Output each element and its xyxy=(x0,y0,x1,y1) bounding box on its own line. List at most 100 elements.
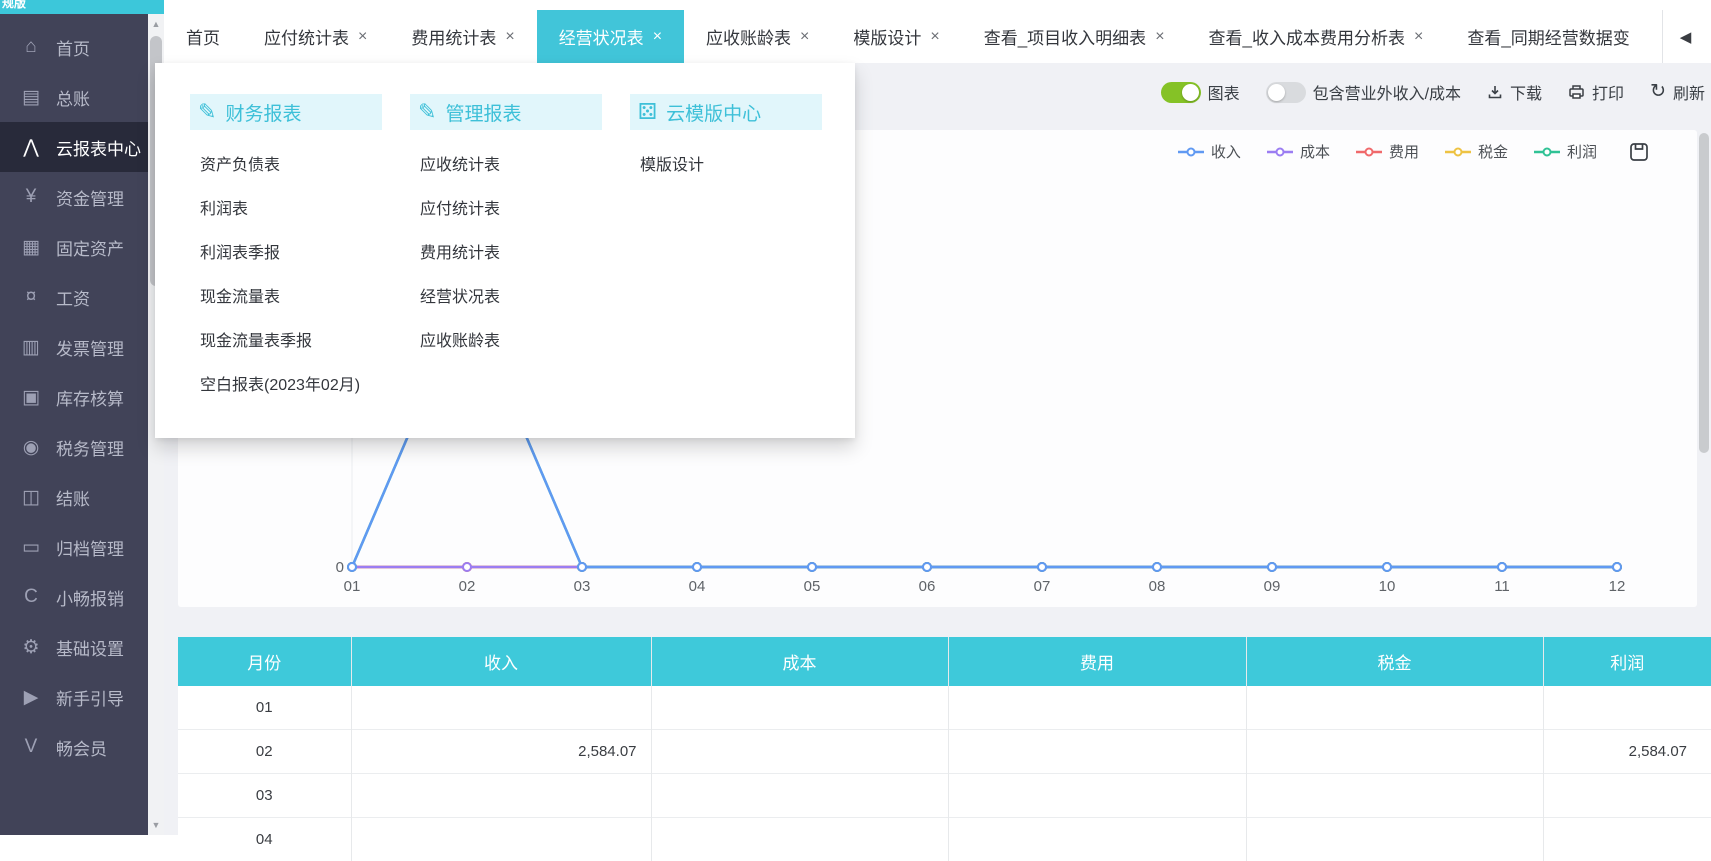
tab-close-icon[interactable]: × xyxy=(1414,28,1423,46)
menu-item[interactable]: 空白报表(2023年02月) xyxy=(190,364,415,408)
svg-text:0: 0 xyxy=(336,559,344,576)
menu-section-title: 财务报表 xyxy=(225,99,301,126)
tab[interactable]: 应付统计表 × xyxy=(242,10,389,63)
tab[interactable]: 查看_同期经营数据变 xyxy=(1445,10,1651,63)
nonoperating-toggle[interactable]: 包含营业外收入/成本 xyxy=(1266,80,1461,104)
table-row[interactable]: 04 xyxy=(178,818,1711,861)
tab[interactable]: 费用统计表 × xyxy=(389,10,536,63)
menu-item[interactable]: 应收统计表 xyxy=(410,144,635,188)
sidebar-item[interactable]: ▭ 归档管理 xyxy=(0,522,148,572)
table-row[interactable]: 01 xyxy=(178,686,1711,730)
chart-legend: 收入 成本 费用 税金 利润 xyxy=(1178,141,1649,162)
value-cell xyxy=(1246,818,1543,861)
menu-section-header[interactable]: ✎ 财务报表 xyxy=(190,94,382,130)
legend-label: 税金 xyxy=(1478,141,1508,162)
sidebar-item-icon: ◉ xyxy=(20,436,42,459)
menu-item[interactable]: 应付统计表 xyxy=(410,188,635,232)
sidebar-item[interactable]: ⌂ 首页 xyxy=(0,22,148,72)
sidebar-item[interactable]: ⋀ 云报表中心 xyxy=(0,122,148,172)
tab[interactable]: 查看_项目收入明细表 × xyxy=(962,10,1187,63)
sidebar-item[interactable]: ▣ 库存核算 xyxy=(0,372,148,422)
main-scrollbar-thumb[interactable] xyxy=(1699,133,1709,453)
save-icon[interactable] xyxy=(1629,142,1649,162)
tab[interactable]: 经营状况表 × xyxy=(537,10,684,63)
refresh-icon: ↻ xyxy=(1650,85,1666,99)
sidebar-item-label: 归档管理 xyxy=(56,535,124,560)
legend-item[interactable]: 利润 xyxy=(1534,141,1597,162)
brand-bar: 规版 xyxy=(0,0,164,14)
menu-section-header[interactable]: ✎ 管理报表 xyxy=(410,94,602,130)
legend-item[interactable]: 税金 xyxy=(1445,141,1508,162)
menu-item[interactable]: 应收账龄表 xyxy=(410,320,635,364)
legend-item[interactable]: 收入 xyxy=(1178,141,1241,162)
tab-label: 应收账龄表 xyxy=(706,24,791,49)
table-header-cell: 费用 xyxy=(948,637,1246,686)
table-row[interactable]: 03 xyxy=(178,774,1711,818)
scroll-down-icon[interactable]: ▼ xyxy=(148,817,164,833)
refresh-label: 刷新 xyxy=(1673,80,1705,104)
sidebar-item-label: 新手引导 xyxy=(56,685,124,710)
value-cell xyxy=(651,730,948,774)
toggle-on-switch[interactable] xyxy=(1161,82,1201,103)
tab[interactable]: 首页 xyxy=(164,10,242,63)
table-header: 月份收入成本费用税金利润 xyxy=(178,637,1711,686)
refresh-button[interactable]: ↻ 刷新 xyxy=(1650,80,1705,104)
sidebar-item[interactable]: V 畅会员 xyxy=(0,722,148,772)
value-cell xyxy=(948,774,1246,818)
tab[interactable]: 应收账龄表 × xyxy=(684,10,831,63)
month-cell: 03 xyxy=(178,774,351,818)
menu-item[interactable]: 现金流量表季报 xyxy=(190,320,415,364)
sidebar-item[interactable]: ◉ 税务管理 xyxy=(0,422,148,472)
tab-close-icon[interactable]: × xyxy=(653,28,662,46)
table-header-cell: 收入 xyxy=(351,637,651,686)
tab-close-icon[interactable]: × xyxy=(800,28,809,46)
tab[interactable]: 查看_收入成本费用分析表 × xyxy=(1187,10,1446,63)
menu-item[interactable]: 经营状况表 xyxy=(410,276,635,320)
tab-close-icon[interactable]: × xyxy=(930,28,939,46)
pen-yuan-icon: ✎ xyxy=(418,99,436,125)
menu-item[interactable]: 现金流量表 xyxy=(190,276,415,320)
menu-section-header[interactable]: ⚄ 云模版中心 xyxy=(630,94,822,130)
legend-label: 利润 xyxy=(1567,141,1597,162)
print-button[interactable]: 打印 xyxy=(1568,80,1624,104)
sidebar-item[interactable]: ▥ 发票管理 xyxy=(0,322,148,372)
sidebar-item[interactable]: ⚙ 基础设置 xyxy=(0,622,148,672)
scroll-up-icon[interactable]: ▲ xyxy=(148,16,164,32)
table-header-cell: 税金 xyxy=(1246,637,1543,686)
tab-collapse-button[interactable]: ◀ xyxy=(1662,10,1708,63)
menu-item[interactable]: 资产负债表 xyxy=(190,144,415,188)
value-cell: 2,584.07 xyxy=(1543,730,1711,774)
sidebar-item-icon: V xyxy=(20,736,42,758)
tab[interactable]: 模版设计 × xyxy=(831,10,961,63)
menu-item[interactable]: 利润表 xyxy=(190,188,415,232)
sidebar-item[interactable]: C 小畅报销 xyxy=(0,572,148,622)
sidebar-item-label: 云报表中心 xyxy=(56,135,141,160)
menu-item[interactable]: 模版设计 xyxy=(630,144,855,188)
sidebar-item[interactable]: ◫ 结账 xyxy=(0,472,148,522)
tab-close-icon[interactable]: × xyxy=(1155,28,1164,46)
sidebar-item[interactable]: ▶ 新手引导 xyxy=(0,672,148,722)
legend-item[interactable]: 费用 xyxy=(1356,141,1419,162)
chart-toggle[interactable]: 图表 xyxy=(1161,80,1240,104)
tab-close-icon[interactable]: × xyxy=(358,28,367,46)
legend-item[interactable]: 成本 xyxy=(1267,141,1330,162)
legend-marker xyxy=(1356,147,1382,157)
tab-label: 费用统计表 xyxy=(411,24,496,49)
download-label: 下载 xyxy=(1510,80,1542,104)
menu-item[interactable]: 利润表季报 xyxy=(190,232,415,276)
toolbar: 图表 包含营业外收入/成本 下载 打印 ↻ 刷新 xyxy=(1161,80,1705,104)
value-cell xyxy=(651,818,948,861)
nonoperating-toggle-label: 包含营业外收入/成本 xyxy=(1313,80,1461,104)
sidebar-item[interactable]: ¤ 工资 xyxy=(0,272,148,322)
toggle-off-switch[interactable] xyxy=(1266,82,1306,103)
value-cell xyxy=(351,686,651,730)
sidebar-item[interactable]: ¥ 资金管理 xyxy=(0,172,148,222)
sidebar-item[interactable]: ▦ 固定资产 xyxy=(0,222,148,272)
tab-close-icon[interactable]: × xyxy=(505,28,514,46)
download-button[interactable]: 下载 xyxy=(1487,80,1542,104)
sidebar-item[interactable]: ▤ 总账 xyxy=(0,72,148,122)
value-cell xyxy=(651,774,948,818)
menu-item[interactable]: 费用统计表 xyxy=(410,232,635,276)
svg-text:09: 09 xyxy=(1264,578,1281,595)
